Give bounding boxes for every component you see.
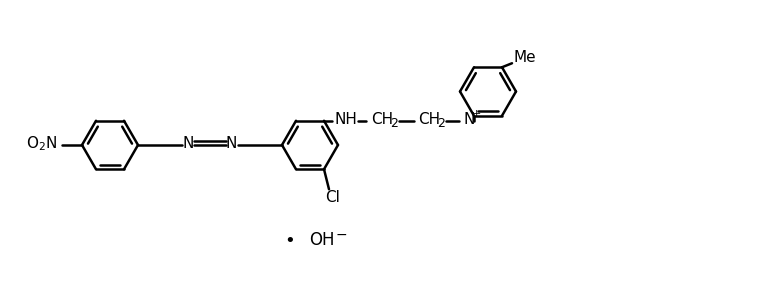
Text: CH: CH [418, 112, 440, 127]
Text: N: N [463, 112, 475, 127]
Text: N: N [226, 135, 237, 151]
Text: −: − [335, 228, 347, 242]
Text: NH: NH [335, 112, 357, 127]
Text: OH: OH [310, 231, 335, 249]
Text: Me: Me [514, 50, 536, 65]
Text: $\mathregular{O_2N}$: $\mathregular{O_2N}$ [26, 135, 57, 153]
Text: 2: 2 [390, 117, 398, 130]
Text: 2: 2 [437, 117, 445, 130]
Text: Cl: Cl [326, 190, 341, 205]
Text: •: • [285, 232, 295, 250]
Text: CH: CH [371, 112, 393, 127]
Text: N: N [182, 135, 194, 151]
Text: +: + [472, 109, 481, 119]
